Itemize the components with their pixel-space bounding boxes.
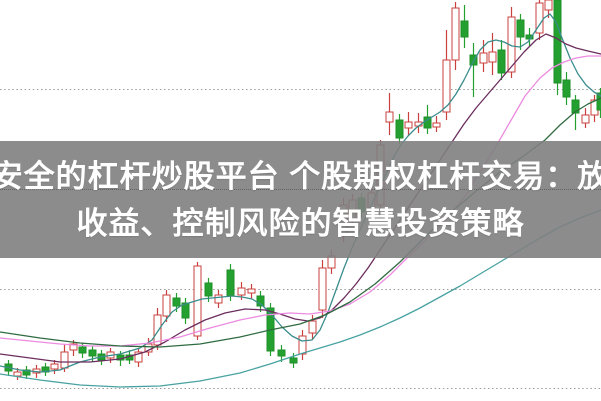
headline-text: 最安全的杠杆炒股平台 个股期权杠杆交易：放大 收益、控制风险的智慧投资策略	[0, 153, 601, 247]
headline-banner: 最安全的杠杆炒股平台 个股期权杠杆交易：放大 收益、控制风险的智慧投资策略	[0, 141, 601, 258]
headline-line-2: 收益、控制风险的智慧投资策略	[76, 205, 525, 241]
headline-line-1: 最安全的杠杆炒股平台 个股期权杠杆交易：放大	[0, 158, 601, 194]
